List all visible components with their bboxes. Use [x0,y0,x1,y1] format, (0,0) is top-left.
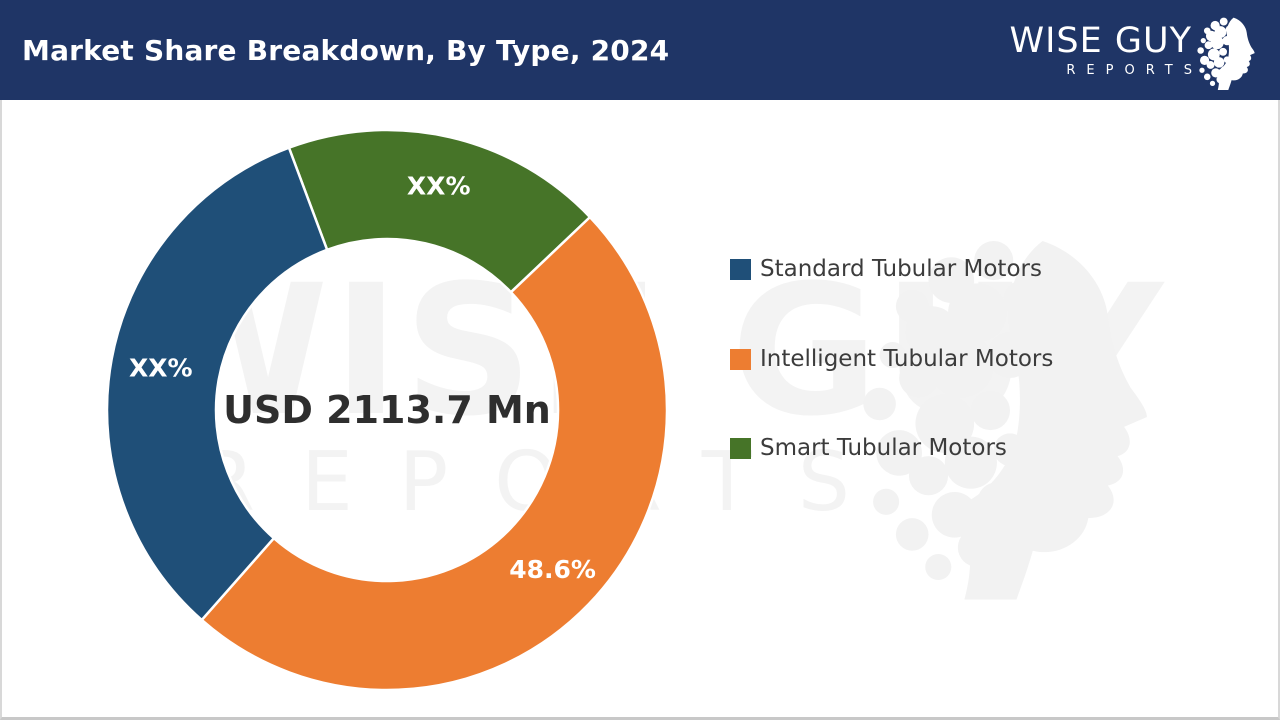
donut-segment-intelligent-tubular-motors [200,215,669,692]
legend-label-intelligent: Intelligent Tubular Motors [760,345,1054,372]
legend-item-intelligent-tubular-motors: Intelligent Tubular Motors [730,346,1053,374]
chart-area: WISE GUY REPORTS XX%48.6%XX%USD 2113.7 M… [0,100,1280,720]
legend-item-smart-tubular-motors: Smart Tubular Motors [730,435,1053,463]
legend-label-standard: Standard Tubular Motors [760,256,1042,282]
brand-name: WISE GUY [1009,20,1192,61]
segment-label-standard-tubular-motors: XX% [129,354,193,383]
segment-label-intelligent-tubular-motors: 48.6% [509,555,596,584]
donut-chart: XX% 48.6% XX% USD 2113.7 Mn [105,128,669,692]
brand-text: WISE GUY REPORTS [1009,20,1192,77]
legend-marker-standard [730,259,751,281]
page-title: Market Share Breakdown, By Type, 2024 [22,33,670,67]
legend-marker-intelligent [730,348,751,370]
donut-center-value: USD 2113.7 Mn [223,388,551,432]
donut-segment-standard-tubular-motors [105,146,329,622]
segment-label-smart-tubular-motors: XX% [407,171,471,200]
legend: Standard Tubular Motors Intelligent Tubu… [730,256,1053,463]
legend-label-smart: Smart Tubular Motors [760,435,1007,462]
donut-segment-smart-tubular-motors [287,128,592,294]
wiseguy-face-icon [1194,11,1260,90]
brand-logo: WISE GUY REPORTS [1009,11,1260,90]
legend-marker-smart [730,438,751,460]
header: Market Share Breakdown, By Type, 2024 WI… [0,0,1280,100]
legend-item-standard-tubular-motors: Standard Tubular Motors [730,256,1053,284]
brand-subname: REPORTS [1066,62,1203,78]
